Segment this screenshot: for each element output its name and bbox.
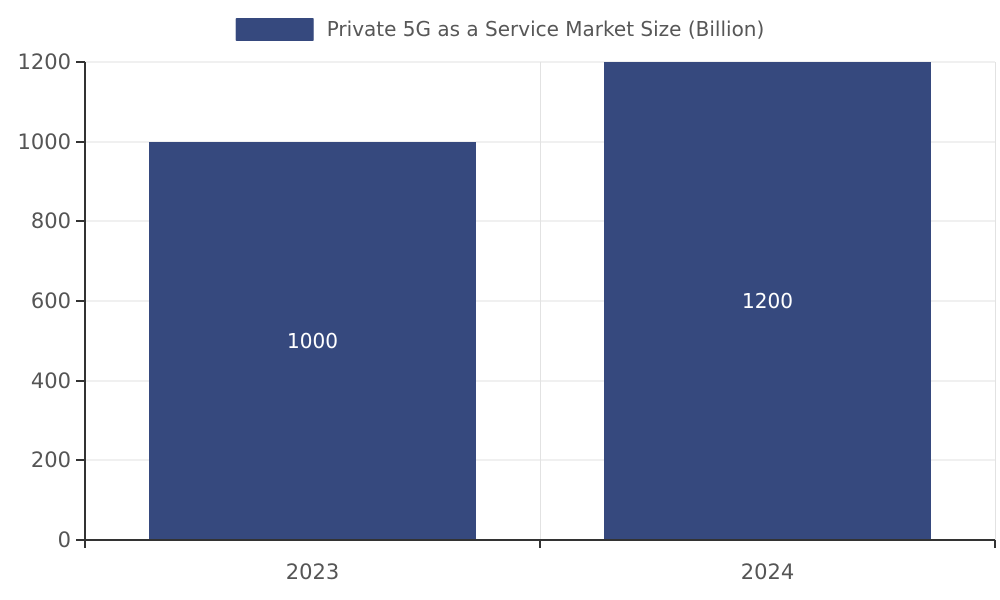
plot-area: 1000 1200 0 200 400 600 800 1000 1200 2023 2024 (18, 50, 996, 584)
y-tick-mark (76, 379, 85, 382)
y-tick-mark (76, 140, 85, 143)
legend-label: Private 5G as a Service Market Size (Bil… (326, 17, 765, 41)
x-tick-mark (84, 540, 86, 548)
y-tick-label: 400 (30, 368, 71, 393)
x-tick-mark (539, 540, 541, 548)
x-tick-label: 2023 (285, 560, 340, 584)
y-tick-label: 0 (57, 528, 71, 552)
y-tick-mark (76, 300, 85, 302)
y-tick-mark (76, 61, 85, 63)
x-axis-line (77, 539, 995, 541)
y-tick-label: 1200 (17, 50, 71, 74)
legend-swatch-icon (235, 17, 314, 41)
y-axis-line (84, 62, 86, 540)
y-tick-label: 600 (30, 289, 71, 313)
bar-value-label: 1000 (287, 328, 338, 353)
gridline-vertical (995, 62, 996, 540)
bar-2023: 1000 (148, 141, 477, 540)
x-tick-mark (994, 540, 996, 548)
y-tick-label: 800 (30, 209, 71, 234)
y-tick-mark (76, 459, 85, 462)
legend[interactable]: Private 5G as a Service Market Size (Bil… (235, 17, 765, 41)
gridline-vertical (540, 62, 541, 540)
bar-value-label: 1200 (742, 289, 793, 313)
y-tick-label: 200 (30, 448, 71, 473)
y-tick-label: 1000 (17, 129, 71, 154)
y-tick-mark (76, 220, 85, 223)
bar-2024: 1200 (603, 62, 932, 540)
x-tick-label: 2024 (740, 560, 795, 584)
